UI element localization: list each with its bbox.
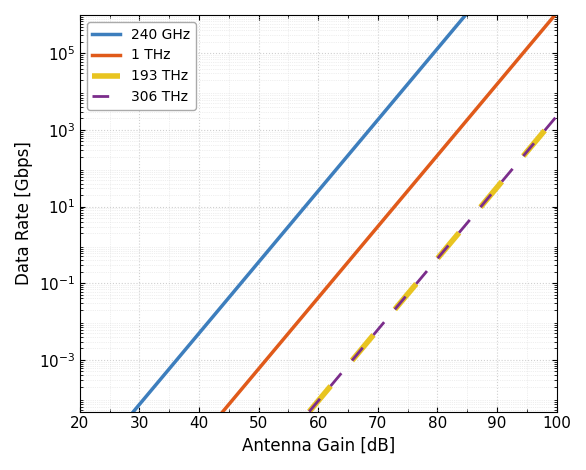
193 THz: [478, 204, 485, 209]
240 GHz: [266, 246, 273, 252]
Legend: 240 GHz, 1 THz, 193 THz, 306 THz: 240 GHz, 1 THz, 193 THz, 306 THz: [87, 22, 196, 110]
193 THz: [505, 170, 512, 176]
240 GHz: [130, 409, 137, 415]
1 THz: [254, 368, 261, 373]
306 THz: [306, 409, 313, 415]
Line: 240 GHz: 240 GHz: [134, 9, 470, 412]
240 GHz: [393, 95, 400, 101]
306 THz: [556, 110, 563, 116]
193 THz: [556, 110, 563, 116]
1 THz: [219, 409, 226, 415]
X-axis label: Antenna Gain [dB]: Antenna Gain [dB]: [241, 437, 395, 455]
193 THz: [416, 277, 423, 283]
193 THz: [331, 378, 338, 384]
240 GHz: [398, 88, 406, 94]
1 THz: [488, 88, 495, 94]
Line: 1 THz: 1 THz: [223, 9, 560, 412]
306 THz: [416, 277, 423, 283]
193 THz: [306, 409, 313, 415]
240 GHz: [278, 232, 285, 237]
240 GHz: [164, 368, 171, 373]
Line: 306 THz: 306 THz: [309, 113, 560, 412]
1 THz: [367, 232, 374, 237]
1 THz: [451, 133, 458, 138]
240 GHz: [466, 7, 473, 12]
193 THz: [407, 288, 414, 294]
1 THz: [556, 7, 563, 12]
Line: 193 THz: 193 THz: [309, 113, 560, 412]
Y-axis label: Data Rate [Gbps]: Data Rate [Gbps]: [15, 141, 33, 285]
306 THz: [505, 170, 512, 176]
1 THz: [482, 95, 489, 101]
306 THz: [478, 204, 485, 209]
306 THz: [501, 176, 508, 181]
193 THz: [501, 176, 508, 181]
306 THz: [407, 288, 414, 294]
240 GHz: [361, 133, 368, 138]
1 THz: [356, 246, 363, 252]
306 THz: [331, 378, 338, 384]
